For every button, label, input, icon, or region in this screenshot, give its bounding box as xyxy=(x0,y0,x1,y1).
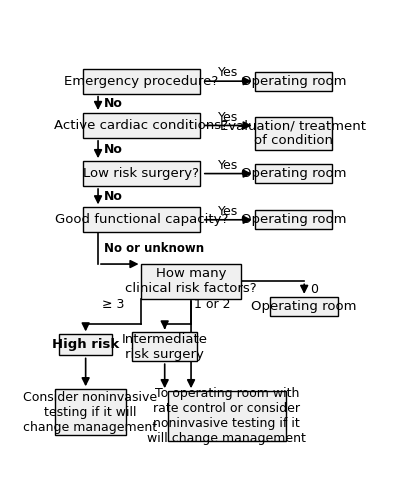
Text: How many
clinical risk factors?: How many clinical risk factors? xyxy=(125,268,257,295)
FancyBboxPatch shape xyxy=(132,332,197,362)
Text: Low risk surgery?: Low risk surgery? xyxy=(84,167,200,180)
Text: Emergency procedure?: Emergency procedure? xyxy=(64,74,218,88)
Text: Active cardiac conditions?: Active cardiac conditions? xyxy=(54,119,228,132)
Text: Yes: Yes xyxy=(218,205,238,218)
Text: Consider noninvasive
testing if it will
change management: Consider noninvasive testing if it will … xyxy=(23,391,157,434)
Text: To operating room with
rate control or consider
noninvasive testing if it
will c: To operating room with rate control or c… xyxy=(147,387,306,445)
Text: Yes: Yes xyxy=(218,66,238,79)
FancyBboxPatch shape xyxy=(55,389,126,436)
FancyBboxPatch shape xyxy=(82,161,200,186)
FancyBboxPatch shape xyxy=(168,391,286,441)
Text: Intermediate
risk surgery: Intermediate risk surgery xyxy=(122,333,208,361)
FancyBboxPatch shape xyxy=(270,297,338,316)
Text: ≥ 3: ≥ 3 xyxy=(102,298,125,311)
Text: Good functional capacity?: Good functional capacity? xyxy=(55,214,228,226)
FancyBboxPatch shape xyxy=(255,210,332,230)
FancyBboxPatch shape xyxy=(59,334,112,355)
FancyBboxPatch shape xyxy=(255,117,332,150)
Text: No or unknown: No or unknown xyxy=(104,242,204,255)
Text: Yes: Yes xyxy=(218,158,238,172)
FancyBboxPatch shape xyxy=(255,72,332,91)
FancyBboxPatch shape xyxy=(142,264,241,298)
Text: No: No xyxy=(104,97,123,110)
Text: Operating room: Operating room xyxy=(241,214,346,226)
FancyBboxPatch shape xyxy=(82,68,200,94)
FancyBboxPatch shape xyxy=(255,164,332,183)
Text: Yes: Yes xyxy=(218,110,238,124)
Text: No: No xyxy=(104,190,123,203)
Text: No: No xyxy=(104,143,123,156)
Text: 0: 0 xyxy=(310,282,318,296)
Text: Operating room: Operating room xyxy=(241,167,346,180)
FancyBboxPatch shape xyxy=(82,113,200,138)
Text: High risk: High risk xyxy=(52,338,119,351)
Text: Operating room: Operating room xyxy=(241,74,346,88)
Text: Evaluation/ treatment
of condition: Evaluation/ treatment of condition xyxy=(220,119,366,147)
FancyBboxPatch shape xyxy=(82,208,200,233)
Text: 1 or 2: 1 or 2 xyxy=(194,298,231,311)
Text: Operating room: Operating room xyxy=(252,300,357,313)
